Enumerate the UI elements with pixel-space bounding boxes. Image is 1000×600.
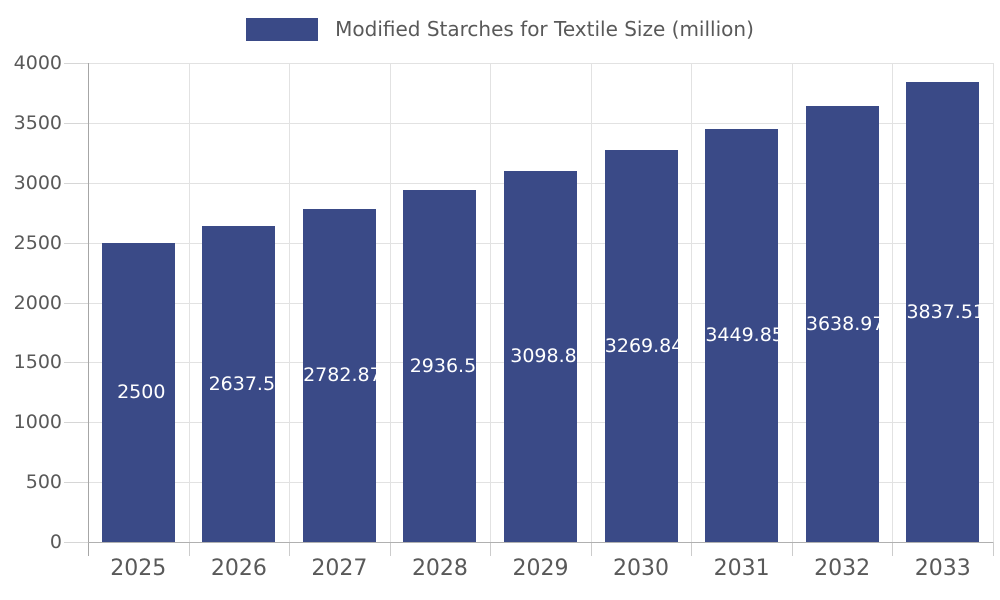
gridline-vertical [389, 63, 391, 542]
bar-value-label: 2637.5 [208, 373, 276, 396]
y-axis-tick-label: 3500 [13, 111, 62, 134]
y-axis-tick-label: 3000 [13, 171, 62, 194]
x-axis-tick [590, 542, 592, 556]
x-axis-tick-label: 2032 [814, 556, 871, 581]
bar-2033: 3837.51 [906, 82, 980, 542]
y-axis-tick-label: 4000 [13, 52, 62, 74]
y-axis-tick [64, 63, 88, 64]
bar-value-label: 2500 [117, 381, 166, 404]
x-axis-tick [791, 542, 793, 556]
plot-area: 2500 2637.5 2782.87 2936.5 3098.8 3269.84 3449… [64, 63, 994, 556]
y-axis-tick-label: 1500 [13, 351, 62, 374]
y-axis-tick-label: 0 [49, 531, 62, 553]
bar-value-label: 3269.84 [604, 335, 678, 358]
x-axis-tick [691, 542, 693, 556]
x-axis-tick-label: 2033 [914, 556, 971, 581]
gridline-vertical [791, 63, 793, 542]
y-axis-tick-label: 2000 [13, 291, 62, 314]
x-axis-tick [892, 542, 894, 556]
y-axis-tick [64, 422, 88, 424]
gridline-horizontal [88, 63, 993, 64]
gridline-vertical [691, 63, 693, 542]
legend-label: Modified Starches for Textile Size (mill… [335, 17, 754, 41]
gridline-vertical [289, 63, 291, 542]
gridline-vertical [490, 63, 492, 542]
bar-2027: 2782.87 [302, 208, 376, 542]
x-axis-tick-label: 2027 [311, 556, 368, 581]
y-axis-tick [64, 182, 88, 184]
x-axis-tick [993, 542, 994, 556]
bar-2031: 3449.85 [705, 128, 779, 542]
gridline-vertical [993, 63, 994, 542]
x-axis: 2025 2026 2027 2028 2029 2030 2031 2032 2033 [88, 542, 993, 592]
x-axis-tick-label: 2030 [613, 556, 670, 581]
y-axis-tick [64, 242, 88, 244]
y-axis-tick [64, 122, 88, 124]
x-axis-tick [490, 542, 492, 556]
bar-value-label: 3837.51 [906, 301, 980, 324]
x-axis-tick [289, 542, 291, 556]
legend: Modified Starches for Textile Size (mill… [0, 17, 1000, 41]
bar-2028: 2936.5 [403, 190, 477, 542]
x-axis-tick-label: 2026 [210, 556, 267, 581]
x-axis-tick-label: 2031 [713, 556, 770, 581]
y-axis: 0 500 1000 1500 2000 2500 3000 3500 4000 [0, 52, 62, 553]
y-axis-tick-label: 2500 [13, 231, 62, 254]
y-axis-tick-label: 500 [25, 471, 62, 494]
x-axis-tick [389, 542, 391, 556]
bar-value-label: 2782.87 [303, 364, 376, 387]
y-axis-tick [64, 302, 88, 304]
x-axis-tick-label: 2025 [110, 556, 167, 581]
gridline-horizontal [88, 122, 993, 124]
y-axis-tick-label: 1000 [13, 411, 62, 434]
legend-swatch [246, 17, 319, 41]
bar-2032: 3638.97 [805, 106, 879, 542]
y-axis-tick [64, 542, 88, 543]
gridline-vertical [892, 63, 894, 542]
bar-value-label: 3638.97 [805, 313, 879, 336]
gridline-vertical [590, 63, 592, 542]
bar-value-label: 2936.5 [409, 355, 477, 378]
bar-2030: 3269.84 [604, 150, 678, 542]
gridline-vertical [188, 63, 190, 542]
bar-value-label: 3449.85 [705, 324, 779, 347]
x-axis-line [88, 542, 993, 543]
bar-2026: 2637.5 [202, 226, 276, 542]
y-axis-tick [64, 482, 88, 484]
x-axis-tick-label: 2029 [512, 556, 569, 581]
bar-value-label: 3098.8 [510, 345, 577, 368]
x-axis-tick [188, 542, 190, 556]
x-axis-tick-label: 2028 [411, 556, 468, 581]
y-axis-tick [64, 362, 88, 364]
bar-2029: 3098.8 [504, 170, 577, 542]
y-axis-line [88, 63, 89, 556]
bar-2025: 2500 [101, 242, 175, 542]
